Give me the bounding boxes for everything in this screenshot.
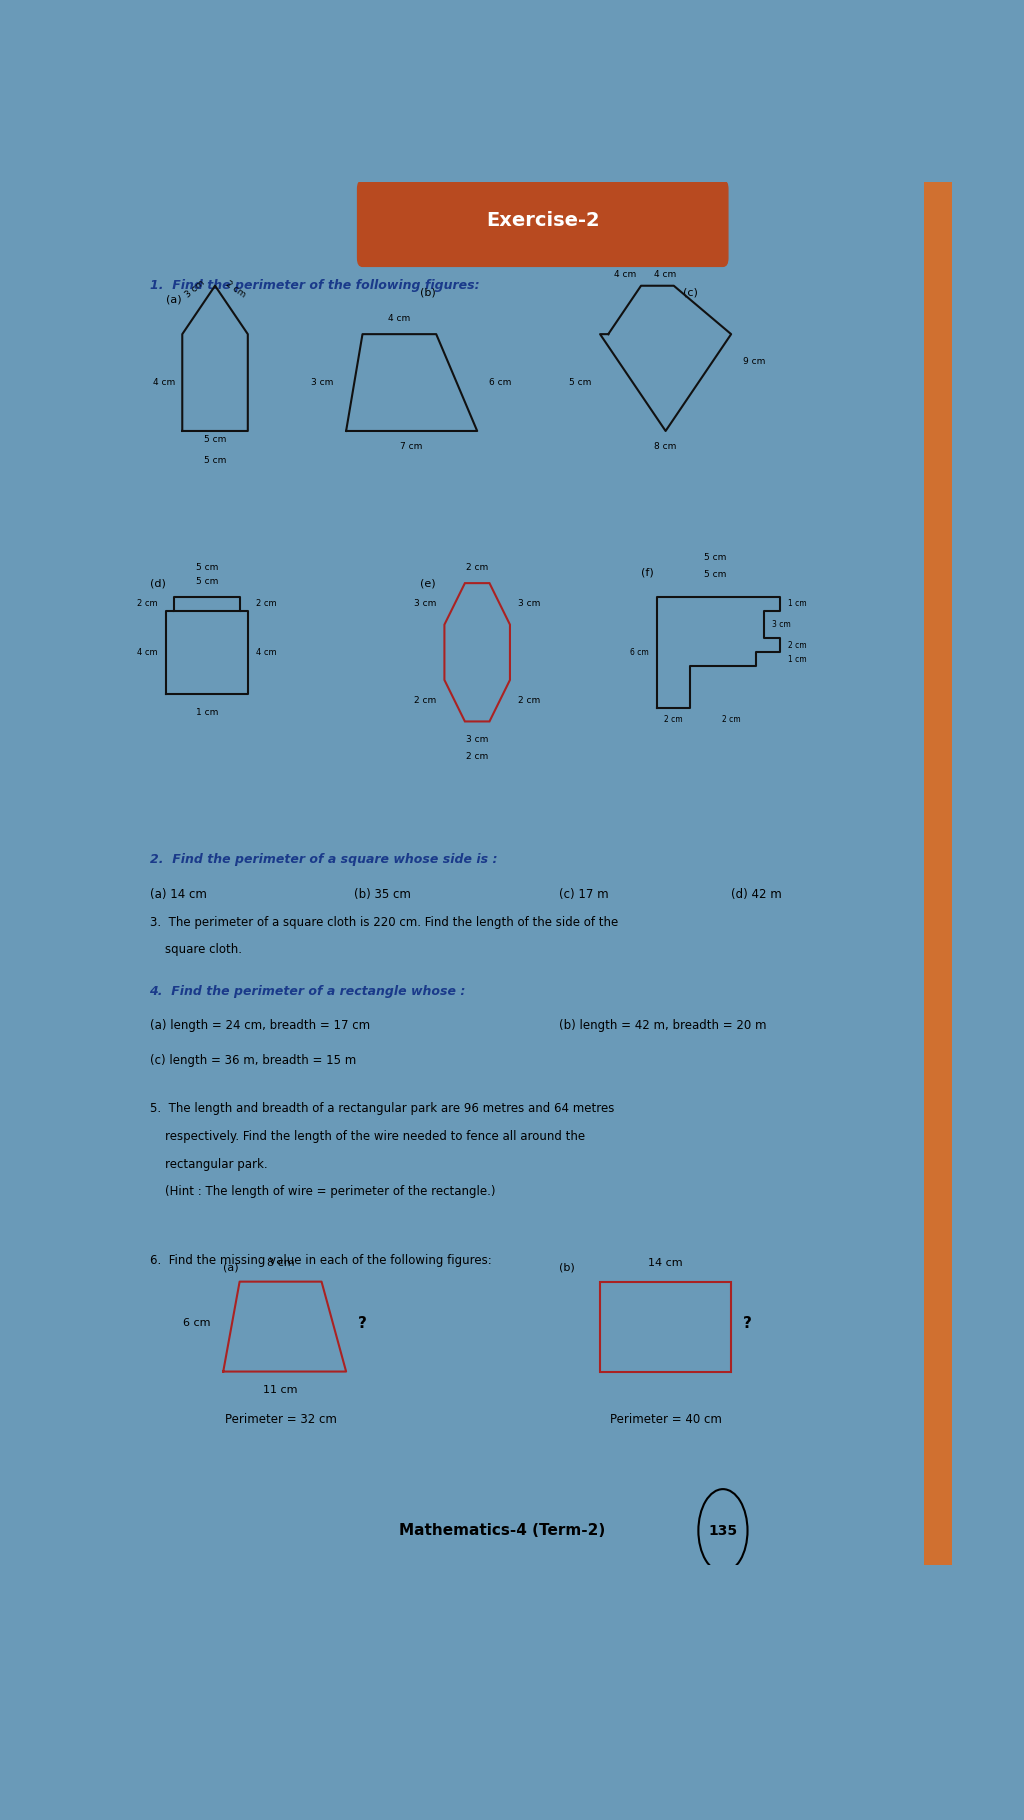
- Text: 5 cm: 5 cm: [569, 379, 592, 388]
- Text: 6 cm: 6 cm: [489, 379, 512, 388]
- Text: 3 cm: 3 cm: [414, 599, 436, 608]
- Text: respectively. Find the length of the wire needed to fence all around the: respectively. Find the length of the wir…: [150, 1130, 585, 1143]
- Text: 8 cm: 8 cm: [267, 1258, 294, 1269]
- Text: (c): (c): [683, 288, 697, 298]
- Text: 1.  Find the perimeter of the following figures:: 1. Find the perimeter of the following f…: [150, 278, 479, 293]
- Text: 135: 135: [709, 1523, 737, 1538]
- Text: 2.  Find the perimeter of a square whose side is :: 2. Find the perimeter of a square whose …: [150, 854, 497, 866]
- Text: 3 cm: 3 cm: [466, 735, 488, 744]
- Text: 2 cm: 2 cm: [224, 280, 247, 300]
- Text: 1 cm: 1 cm: [196, 708, 218, 717]
- Text: 2 cm: 2 cm: [466, 752, 488, 761]
- Text: 4 cm: 4 cm: [256, 648, 276, 657]
- Text: (b) 35 cm: (b) 35 cm: [354, 888, 412, 901]
- Text: 3.  The perimeter of a square cloth is 220 cm. Find the length of the side of th: 3. The perimeter of a square cloth is 22…: [150, 915, 617, 928]
- Text: (Hint : The length of wire = perimeter of the rectangle.): (Hint : The length of wire = perimeter o…: [150, 1185, 495, 1198]
- Text: 5 cm: 5 cm: [196, 562, 218, 571]
- Text: 5 cm: 5 cm: [204, 435, 226, 444]
- Text: (b) length = 42 m, breadth = 20 m: (b) length = 42 m, breadth = 20 m: [559, 1019, 767, 1032]
- Text: 14 cm: 14 cm: [648, 1258, 683, 1269]
- Text: (a) 14 cm: (a) 14 cm: [150, 888, 207, 901]
- Text: ?: ?: [743, 1316, 753, 1330]
- Text: Exercise-2: Exercise-2: [486, 211, 599, 229]
- Text: 2 cm: 2 cm: [518, 697, 541, 704]
- FancyBboxPatch shape: [357, 180, 728, 266]
- Text: 3 cm: 3 cm: [311, 379, 334, 388]
- Text: 5 cm: 5 cm: [703, 570, 726, 579]
- Text: 4 cm: 4 cm: [613, 269, 636, 278]
- Text: square cloth.: square cloth.: [150, 943, 242, 956]
- Text: (b): (b): [559, 1263, 574, 1272]
- Text: 5 cm: 5 cm: [196, 577, 218, 586]
- Text: 3 cm: 3 cm: [772, 621, 791, 630]
- Bar: [600, 1281, 731, 1372]
- Text: (c) length = 36 m, breadth = 15 m: (c) length = 36 m, breadth = 15 m: [150, 1054, 355, 1067]
- Text: 5.  The length and breadth of a rectangular park are 96 metres and 64 metres: 5. The length and breadth of a rectangul…: [150, 1103, 613, 1116]
- Text: 4 cm: 4 cm: [654, 269, 677, 278]
- Text: 4.  Find the perimeter of a rectangle whose :: 4. Find the perimeter of a rectangle who…: [150, 985, 466, 997]
- Text: Perimeter = 32 cm: Perimeter = 32 cm: [224, 1412, 337, 1427]
- Text: 2 cm: 2 cm: [137, 599, 158, 608]
- Text: 2 cm: 2 cm: [665, 715, 683, 724]
- Text: 6 cm: 6 cm: [631, 648, 649, 657]
- Text: 4 cm: 4 cm: [137, 648, 158, 657]
- Text: (a): (a): [166, 295, 181, 304]
- Text: 2 cm: 2 cm: [722, 715, 740, 724]
- Text: (d): (d): [150, 579, 166, 588]
- Text: Mathematics-4 (Term-2): Mathematics-4 (Term-2): [398, 1523, 605, 1538]
- Text: 6.  Find the missing value in each of the following figures:: 6. Find the missing value in each of the…: [150, 1254, 492, 1267]
- Text: ?: ?: [358, 1316, 368, 1330]
- Text: (a) length = 24 cm, breadth = 17 cm: (a) length = 24 cm, breadth = 17 cm: [150, 1019, 370, 1032]
- Text: 4 cm: 4 cm: [388, 315, 411, 324]
- Text: (b): (b): [420, 288, 436, 298]
- Text: 9 cm: 9 cm: [743, 357, 766, 366]
- Text: 6 cm: 6 cm: [183, 1318, 211, 1329]
- Text: 7 cm: 7 cm: [400, 442, 423, 451]
- Text: 4 cm: 4 cm: [154, 379, 176, 388]
- Text: 2 cm: 2 cm: [256, 599, 276, 608]
- Text: (c) 17 m: (c) 17 m: [559, 888, 608, 901]
- Text: (f): (f): [641, 568, 653, 577]
- Text: 1 cm: 1 cm: [788, 599, 807, 608]
- Text: (e): (e): [420, 579, 435, 588]
- Text: 2 cm: 2 cm: [466, 562, 488, 571]
- Text: Perimeter = 40 cm: Perimeter = 40 cm: [609, 1412, 722, 1427]
- Text: 11 cm: 11 cm: [263, 1385, 298, 1396]
- Text: 8 cm: 8 cm: [654, 442, 677, 451]
- Text: 1 cm: 1 cm: [788, 655, 807, 664]
- Text: 2 cm: 2 cm: [788, 641, 807, 650]
- Text: rectangular park.: rectangular park.: [150, 1158, 267, 1170]
- Text: 3 cm: 3 cm: [183, 278, 206, 300]
- Text: (a): (a): [223, 1263, 239, 1272]
- Text: 5 cm: 5 cm: [703, 553, 726, 562]
- FancyBboxPatch shape: [924, 182, 952, 1565]
- Text: 3 cm: 3 cm: [518, 599, 541, 608]
- Text: 5 cm: 5 cm: [204, 455, 226, 464]
- Text: 2 cm: 2 cm: [414, 697, 436, 704]
- Text: (d) 42 m: (d) 42 m: [731, 888, 782, 901]
